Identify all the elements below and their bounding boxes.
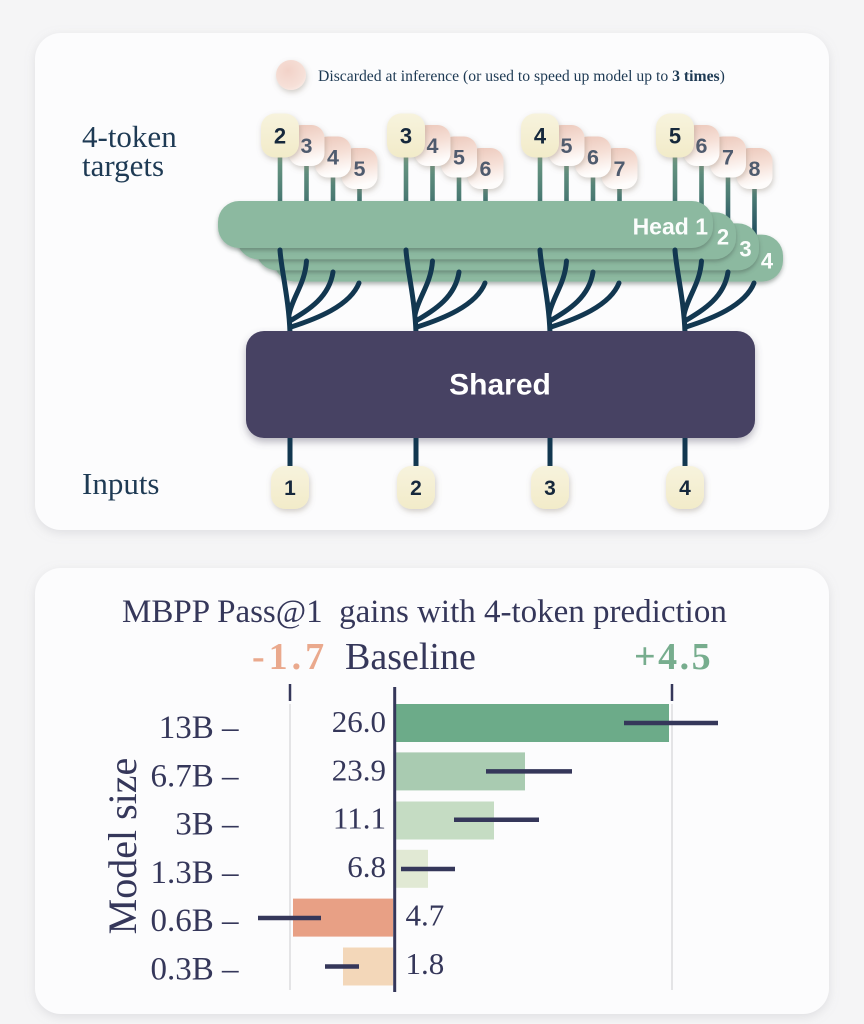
svg-text:+4.5: +4.5 [634,636,713,678]
svg-text:1.3B –: 1.3B – [150,855,239,891]
svg-text:26.0: 26.0 [332,704,386,739]
svg-text:1.8: 1.8 [406,946,445,981]
svg-text:2: 2 [410,477,422,500]
svg-text:2: 2 [717,225,729,250]
svg-text:6.8: 6.8 [347,849,386,884]
svg-text:Shared: Shared [449,369,551,402]
svg-text:3: 3 [544,477,556,500]
svg-text:1: 1 [284,477,296,500]
svg-text:4: 4 [761,249,774,274]
svg-text:4-token: 4-token [82,119,177,154]
svg-text:0.3B –: 0.3B – [150,952,239,988]
svg-text:MBPP Pass@1 gains with 4-toke: MBPP Pass@1 gains with 4-token predictio… [122,594,727,630]
svg-text:7: 7 [614,157,626,181]
svg-text:5: 5 [453,146,465,170]
svg-text:5: 5 [669,124,681,149]
svg-text:6: 6 [587,146,599,170]
svg-text:2: 2 [274,124,286,149]
svg-text:Inputs: Inputs [82,466,160,501]
svg-text:4: 4 [679,477,691,500]
svg-text:3: 3 [739,237,751,262]
svg-text:Model size: Model size [100,758,145,935]
svg-text:6: 6 [480,157,492,181]
svg-text:4: 4 [427,134,439,158]
svg-text:4.7: 4.7 [406,897,445,932]
svg-text:8: 8 [749,157,761,181]
svg-text:6.7B –: 6.7B – [150,758,239,794]
svg-text:3B –: 3B – [175,807,239,843]
svg-text:23.9: 23.9 [332,752,386,787]
svg-text:6: 6 [696,134,708,158]
svg-text:Head 1: Head 1 [633,214,709,240]
svg-text:3: 3 [301,134,313,158]
svg-text:5: 5 [561,134,573,158]
svg-text:7: 7 [722,146,734,170]
svg-text:11.1: 11.1 [333,801,386,836]
svg-text:-1.7: -1.7 [252,636,328,678]
svg-text:5: 5 [354,157,366,181]
svg-text:Baseline: Baseline [345,636,476,678]
svg-text:13B –: 13B – [159,710,239,746]
svg-text:targets: targets [82,148,164,183]
svg-text:4: 4 [534,124,547,149]
svg-text:3: 3 [400,124,412,149]
svg-text:0.6B –: 0.6B – [150,903,239,939]
svg-text:Discarded at inference (or use: Discarded at inference (or used to speed… [318,68,725,85]
svg-text:4: 4 [327,146,339,170]
